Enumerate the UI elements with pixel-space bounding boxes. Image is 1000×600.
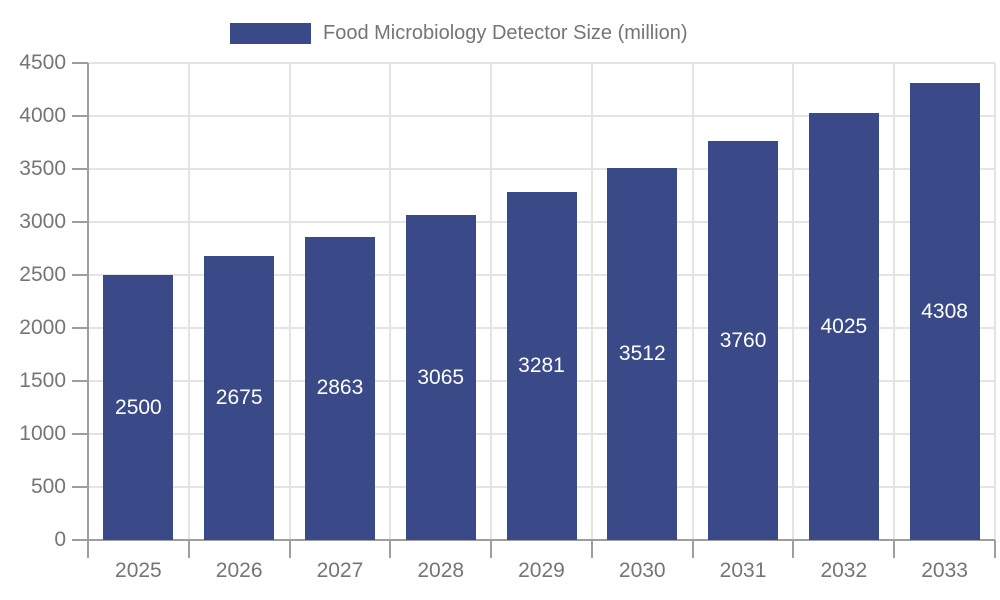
legend-swatch (230, 22, 311, 44)
x-axis-tick (590, 540, 593, 558)
x-axis-label: 2032 (820, 559, 868, 582)
grid-line-vertical (691, 63, 694, 540)
grid-line-vertical (792, 63, 795, 540)
y-axis-tick (72, 62, 88, 64)
x-axis-tick (994, 540, 996, 558)
x-axis-label: 2033 (921, 559, 968, 582)
grid-line-vertical (288, 63, 291, 540)
legend-label: Food Microbiology Detector Size (million… (323, 22, 688, 44)
y-axis-tick (72, 433, 88, 435)
grid-line-vertical (590, 63, 593, 540)
y-axis-tick (72, 380, 88, 382)
y-axis-tick (72, 115, 88, 117)
bar-value-label: 2500 (115, 395, 162, 419)
y-axis-label: 3000 (19, 210, 66, 233)
bar (808, 113, 879, 540)
x-axis-label: 2027 (316, 559, 364, 582)
grid-line-vertical (389, 63, 392, 540)
y-axis-tick (72, 486, 88, 488)
y-axis-label: 2000 (19, 316, 66, 339)
grid-line-vertical (187, 63, 190, 540)
grid-line-horizontal (88, 115, 995, 117)
y-axis-label: 500 (30, 475, 66, 498)
bar (708, 141, 779, 540)
y-axis-label: 3500 (19, 157, 66, 180)
bar-value-label: 4025 (820, 314, 868, 338)
y-axis-label: 4500 (19, 51, 66, 74)
grid-line-vertical (490, 63, 493, 540)
x-axis-label: 2029 (518, 559, 565, 582)
x-axis-tick (893, 540, 896, 558)
x-axis-tick (691, 540, 694, 558)
x-axis-tick (389, 540, 392, 558)
x-axis-label: 2030 (618, 559, 666, 582)
y-axis-label: 2500 (19, 263, 66, 286)
bar-value-label: 4308 (921, 299, 968, 323)
y-axis-tick (72, 327, 88, 329)
bar (506, 192, 577, 540)
bar-value-label: 3760 (719, 328, 767, 352)
bar-value-label: 3512 (618, 341, 666, 365)
grid-line-horizontal (88, 168, 995, 170)
y-axis-tick (72, 168, 88, 170)
bar (304, 236, 375, 540)
bar (204, 256, 275, 540)
y-axis-line (87, 63, 89, 541)
y-axis-label: 0 (54, 528, 66, 551)
bar (405, 215, 476, 540)
bar-value-label: 3281 (518, 354, 565, 378)
x-axis-line (88, 539, 995, 541)
x-axis-label: 2031 (719, 559, 767, 582)
y-axis-tick (72, 274, 88, 276)
y-axis-tick (72, 221, 88, 223)
x-axis-label: 2025 (115, 559, 162, 582)
y-axis-label: 1500 (19, 369, 66, 392)
bar (607, 167, 678, 540)
x-axis-tick (288, 540, 291, 558)
y-axis-label: 4000 (19, 104, 66, 127)
grid-line-horizontal (88, 62, 995, 64)
y-axis-tick (72, 539, 88, 541)
grid-line-vertical (994, 63, 996, 540)
bar (103, 275, 174, 540)
bar-value-label: 2675 (215, 386, 263, 410)
grid-line-vertical (893, 63, 896, 540)
x-axis-tick (490, 540, 493, 558)
x-axis-label: 2026 (215, 559, 263, 582)
bar (909, 83, 980, 540)
x-axis-tick (792, 540, 795, 558)
x-axis-label: 2028 (417, 559, 465, 582)
legend-item[interactable]: Food Microbiology Detector Size (million… (230, 21, 688, 45)
bar-value-label: 3065 (417, 365, 465, 389)
x-axis-tick (187, 540, 190, 558)
x-axis-tick (87, 540, 89, 558)
bar-value-label: 2863 (316, 376, 364, 400)
y-axis-label: 1000 (19, 422, 66, 445)
